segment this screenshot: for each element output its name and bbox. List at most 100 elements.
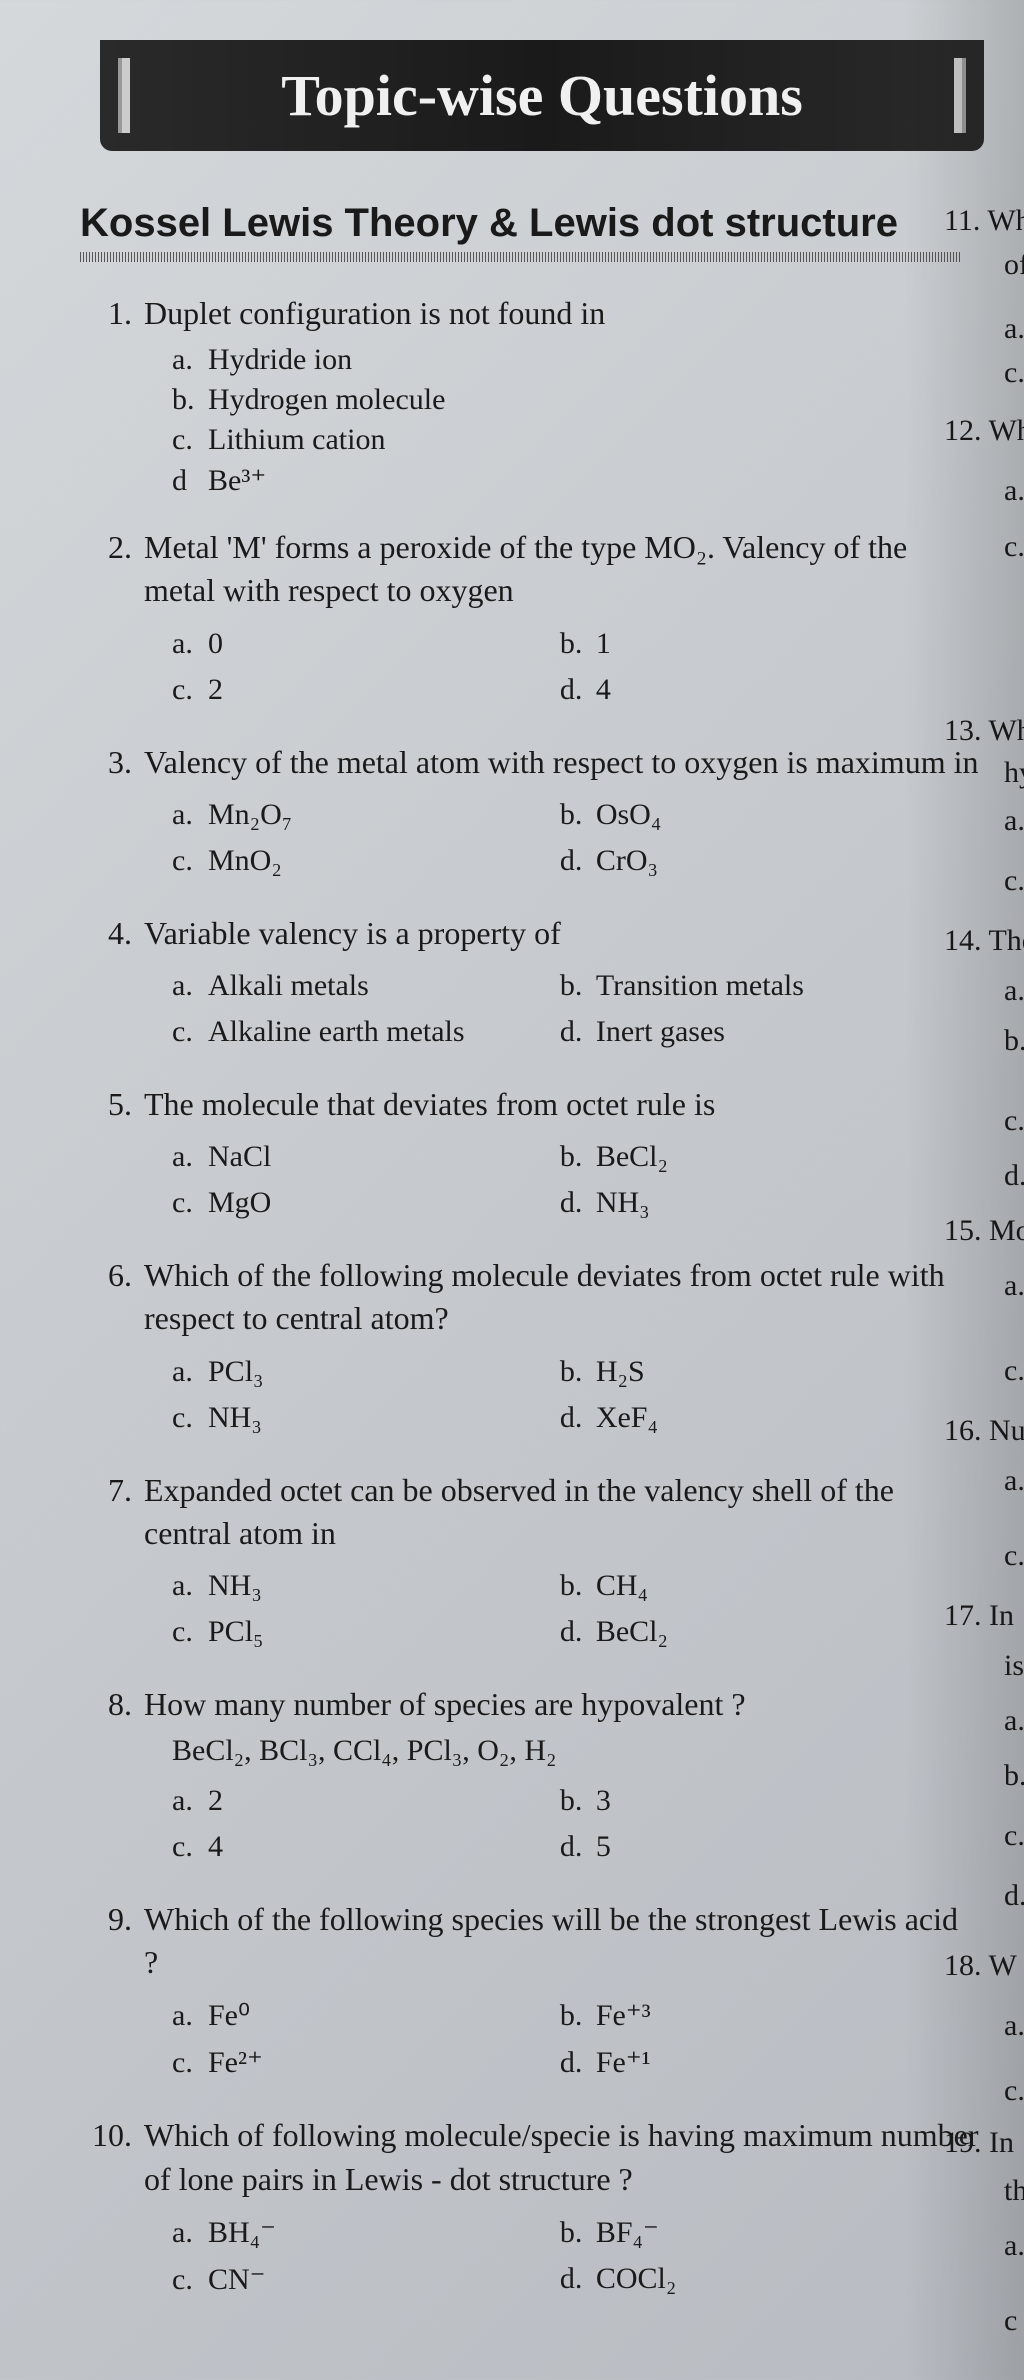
option: c.Lithium cation [172,423,980,457]
option-text: 0 [208,627,223,660]
option: a.0 [172,627,560,661]
option: c.Fe²⁺ [172,2045,560,2080]
cutoff-fragment: c. [1004,1351,1024,1390]
option-letter: a. [172,798,208,832]
cutoff-fragment: b. [1004,1756,1024,1795]
option: a.BH₄⁻ [172,2215,560,2250]
option: b.1 [560,627,948,661]
option-text: Transition metals [596,969,804,1002]
question-text: The molecule that deviates from octet ru… [144,1083,980,1126]
option: a.Fe⁰ [172,1998,560,2033]
cutoff-fragment: hyd [1004,753,1024,792]
cutoff-fragment: b. [1004,1021,1024,1060]
question-number: 7. [90,1472,144,1509]
question-number: 6. [90,1257,144,1294]
option-text: Inert gases [596,1015,725,1048]
cutoff-fragment: 17. In [944,1596,1014,1635]
question: 7.Expanded octet can be observed in the … [90,1469,980,1655]
question-number: 10. [90,2117,144,2154]
option: b.Transition metals [560,969,948,1003]
option-letter: b. [560,1569,596,1603]
cutoff-fragment: a. [1004,1461,1024,1500]
question: 2.Metal 'M' forms a peroxide of the type… [90,526,980,712]
cutoff-fragment: 15. Mo [944,1211,1024,1250]
question-number: 9. [90,1901,144,1938]
option-letter: b. [560,627,596,661]
option: c.4 [172,1830,560,1864]
cutoff-fragment: 12. Wh [944,411,1024,450]
option-text: BeCl₂ [596,1140,668,1173]
question-text: How many number of species are hypovalen… [144,1683,980,1726]
option-letter: b. [560,798,596,832]
question-number: 4. [90,915,144,952]
cutoff-fragment: 18. W [944,1946,1017,1985]
option-letter: d. [560,1615,596,1649]
option: b.H₂S [560,1355,948,1389]
option-letter: c. [172,2263,208,2297]
option-text: Alkali metals [208,969,369,1002]
option-text: Fe²⁺ [208,2046,263,2079]
option-text: NH₃ [596,1186,650,1219]
cutoff-fragment: d. [1004,1876,1024,1915]
option-letter: d. [560,673,596,707]
option: d.CrO₃ [560,844,948,878]
option: b.BeCl₂ [560,1140,948,1174]
option-letter: b. [560,1140,596,1174]
question-number: 1. [90,295,144,332]
option-letter: b. [560,1355,596,1389]
option-text: CrO₃ [596,844,658,877]
option-letter: c. [172,1015,208,1049]
option-letter: c. [172,2046,208,2080]
cutoff-fragment: d. [1004,1156,1024,1195]
option: a.2 [172,1784,560,1818]
option-text: COCl₂ [596,2262,676,2295]
option-letter: d [172,464,208,498]
option: d.NH₃ [560,1186,948,1220]
cutoff-fragment: a. [1004,471,1024,510]
option-letter: b. [560,1999,596,2033]
option: a.PCl₃ [172,1355,560,1389]
cutoff-fragment: c. I [1004,861,1024,900]
option-letter: c. [172,1401,208,1435]
option-letter: d. [560,1401,596,1435]
option: c.MgO [172,1186,560,1220]
option-letter: b. [560,969,596,1003]
option: b.OsO₄ [560,798,948,832]
cutoff-fragment: c [1004,2301,1017,2340]
option: c.PCl₅ [172,1615,560,1649]
option: d.4 [560,673,948,707]
cutoff-fragment: a. [1004,1266,1024,1305]
option: d.Inert gases [560,1015,948,1049]
option-text: 2 [208,1784,223,1817]
cutoff-fragment: c. [1004,1816,1024,1855]
question: 8.How many number of species are hypoval… [90,1683,980,1870]
option-text: Fe⁰ [208,1999,250,2032]
option-text: Alkaline earth metals [208,1015,465,1048]
cutoff-fragment: a. B [1004,309,1024,348]
option-text: 4 [596,673,611,706]
option: b.3 [560,1784,948,1818]
option-letter: b. [560,1784,596,1818]
option-letter: d. [560,1186,596,1220]
option-text: H₂S [596,1355,645,1388]
option-letter: a. [172,1355,208,1389]
cutoff-fragment: c. [1004,2071,1024,2110]
cutoff-fragment: th [1004,2171,1024,2210]
option-text: NH₃ [208,1401,262,1434]
cutoff-fragment: a. [1004,2226,1024,2265]
question: 10.Which of following molecule/specie is… [90,2114,980,2302]
option-text: Lithium cation [208,423,385,456]
option: b.BF₄⁻ [560,2215,948,2250]
option-letter: c. [172,673,208,707]
option-letter: d. [560,1015,596,1049]
option: a.Mn₂O₇ [172,798,560,832]
option-text: Be³⁺ [208,464,266,497]
option: d.Fe⁺¹ [560,2045,948,2080]
option-letter: c. [172,1830,208,1864]
question-number: 8. [90,1686,144,1723]
question-text: Which of following molecule/specie is ha… [144,2114,980,2200]
page-banner: Topic-wise Questions [100,40,984,151]
cutoff-fragment: a. [1004,971,1024,1010]
option: c.NH₃ [172,1401,560,1435]
option-letter: a. [172,1784,208,1818]
